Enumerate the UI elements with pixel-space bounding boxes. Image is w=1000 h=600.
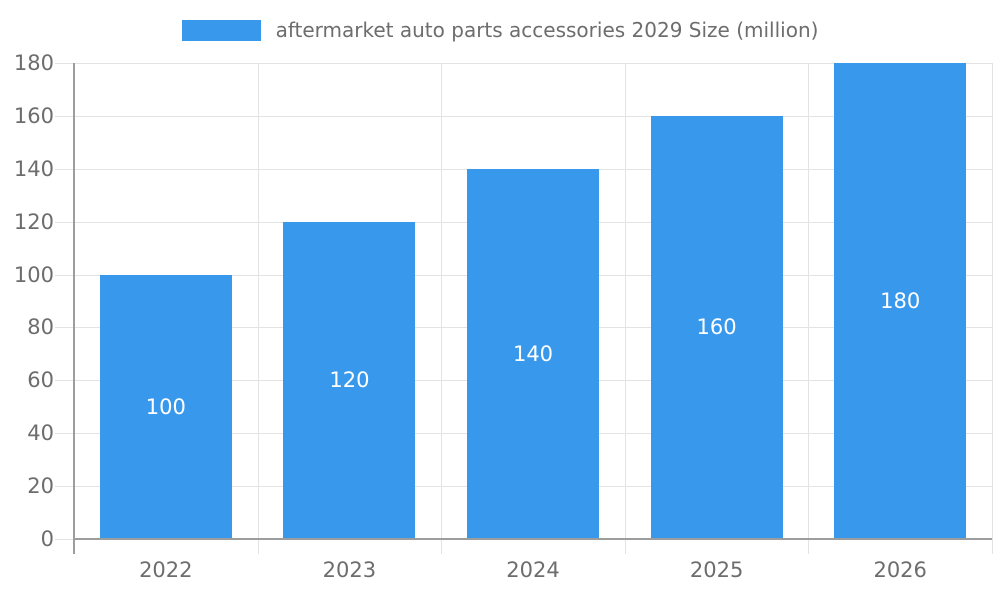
- y-axis-tick-label: 160: [13, 103, 54, 128]
- x-gridline: [808, 63, 810, 539]
- y-axis-tick-label: 0: [40, 527, 54, 551]
- y-axis-tick-label: 140: [13, 156, 54, 181]
- bar-2022[interactable]: [99, 274, 232, 539]
- legend-swatch: [181, 19, 261, 41]
- bar-2023[interactable]: [283, 221, 416, 539]
- y-gridline: [55, 63, 992, 64]
- x-gridline: [257, 63, 259, 539]
- x-axis-tick-label: 2022: [139, 558, 193, 582]
- x-axis-line: [74, 538, 992, 540]
- x-gridline: [992, 63, 993, 539]
- x-axis-tick: [992, 539, 993, 554]
- y-axis-tick-label: 80: [27, 315, 54, 340]
- bar-2026[interactable]: [834, 63, 967, 539]
- x-axis-tick-label: 2023: [322, 558, 377, 582]
- x-axis-tick-label: 2024: [506, 558, 560, 582]
- y-gridline: [55, 115, 992, 117]
- y-axis-tick-label: 20: [27, 474, 54, 499]
- y-axis-tick-label: 180: [13, 51, 54, 75]
- y-axis-tick-label: 120: [13, 209, 54, 234]
- y-axis-tick-label: 40: [27, 421, 54, 446]
- x-gridline: [441, 63, 443, 539]
- bar-2024[interactable]: [467, 168, 599, 539]
- bar-2025[interactable]: [650, 115, 783, 539]
- x-gridline: [624, 63, 626, 539]
- x-axis-tick-label: 2025: [689, 558, 744, 582]
- y-axis-line: [73, 63, 75, 554]
- chart-legend[interactable]: aftermarket auto parts accessories 2029 …: [0, 19, 1000, 41]
- x-axis-tick: [441, 539, 443, 554]
- x-axis-tick-label: 2026: [873, 558, 927, 582]
- legend-label: aftermarket auto parts accessories 2029 …: [275, 18, 819, 42]
- x-axis-tick: [808, 539, 810, 554]
- y-axis-tick-label: 60: [27, 368, 54, 393]
- x-axis-tick: [624, 539, 626, 554]
- x-axis-tick: [257, 539, 259, 554]
- y-axis-tick-label: 100: [13, 262, 54, 287]
